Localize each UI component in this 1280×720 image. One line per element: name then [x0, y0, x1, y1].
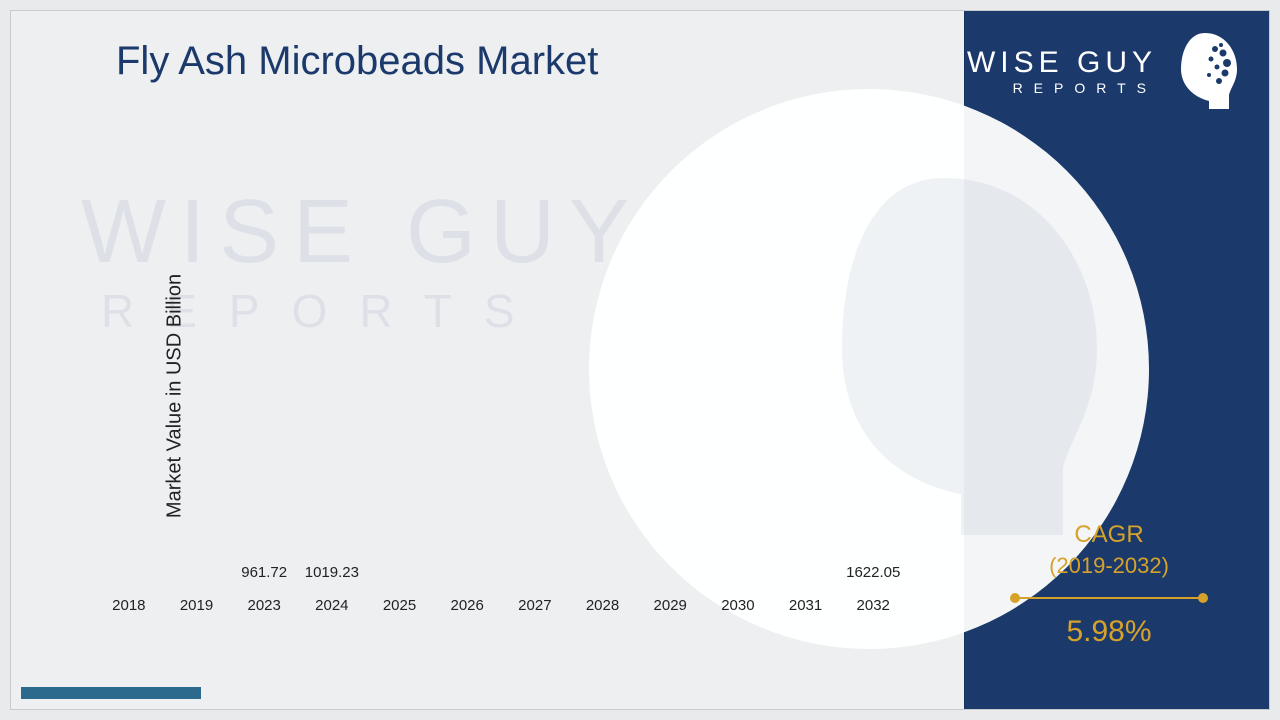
x-tick-label: 2025 — [376, 591, 424, 621]
frame: WISE GUY REPORTS Fly Ash Microbeads Mark… — [10, 10, 1270, 710]
bar-value-label: 1019.23 — [305, 564, 359, 581]
logo-head-icon — [1171, 31, 1241, 111]
x-tick-label: 2019 — [173, 591, 221, 621]
cagr-value: 5.98% — [1009, 615, 1209, 649]
chart-title: Fly Ash Microbeads Market — [116, 39, 598, 84]
footer-stripe — [21, 687, 201, 699]
x-tick-label: 2018 — [105, 591, 153, 621]
x-tick-label: 2030 — [714, 591, 762, 621]
bars-container: 961.72 1019.23 1622.05 — [101, 171, 901, 587]
x-tick-label: 2023 — [240, 591, 288, 621]
x-tick-label: 2024 — [308, 591, 356, 621]
logo-line1: WISE GUY — [967, 46, 1157, 80]
cagr-title: CAGR — [1009, 521, 1209, 549]
x-tick-label: 2026 — [443, 591, 491, 621]
x-tick-label: 2029 — [646, 591, 694, 621]
x-tick-label: 2027 — [511, 591, 559, 621]
bar-value-label: 1622.05 — [846, 564, 900, 581]
x-axis-labels: 2018 2019 2023 2024 2025 2026 2027 2028 2029 2030… — [101, 591, 901, 621]
logo-line2: REPORTS — [967, 80, 1157, 96]
x-tick-label: 2028 — [579, 591, 627, 621]
bar-chart: Market Value in USD Billion 961.721019.2… — [71, 171, 901, 621]
bar-value-label: 961.72 — [241, 564, 287, 581]
cagr-range: (2019-2032) — [1009, 553, 1209, 579]
x-tick-label: 2031 — [782, 591, 830, 621]
cagr-rule — [1015, 597, 1203, 599]
x-tick-label: 2032 — [849, 591, 897, 621]
cagr-block: CAGR (2019-2032) 5.98% — [1009, 521, 1209, 649]
plot-area: 961.72 1019.23 1622.05 — [101, 171, 901, 587]
brand-logo: WISE GUY REPORTS — [967, 31, 1241, 111]
